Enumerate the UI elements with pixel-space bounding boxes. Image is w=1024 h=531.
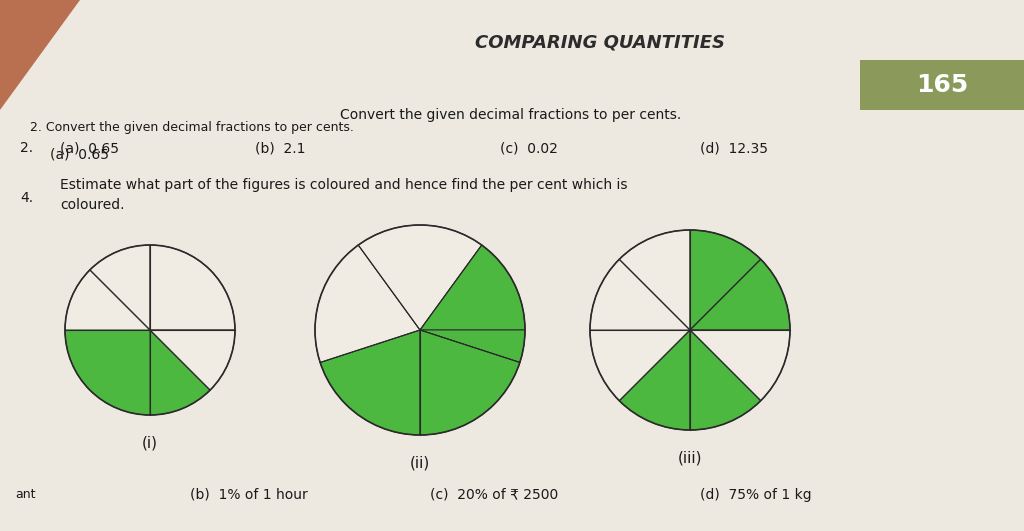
Text: (b)  1% of 1 hour: (b) 1% of 1 hour bbox=[190, 488, 308, 502]
Wedge shape bbox=[321, 330, 420, 435]
Text: (i): (i) bbox=[142, 435, 158, 450]
Text: (ii): (ii) bbox=[410, 456, 430, 470]
Wedge shape bbox=[150, 330, 234, 390]
Wedge shape bbox=[690, 230, 761, 330]
Text: (c)  20% of ₹ 2500: (c) 20% of ₹ 2500 bbox=[430, 488, 558, 502]
Text: 2. Convert the given decimal fractions to per cents.: 2. Convert the given decimal fractions t… bbox=[30, 122, 354, 134]
Text: COMPARING QUANTITIES: COMPARING QUANTITIES bbox=[475, 33, 725, 51]
Text: (b)  2.1: (b) 2.1 bbox=[255, 141, 305, 155]
Polygon shape bbox=[0, 0, 80, 110]
Wedge shape bbox=[65, 270, 150, 330]
Text: (d)  75% of 1 kg: (d) 75% of 1 kg bbox=[700, 488, 812, 502]
Text: coloured.: coloured. bbox=[60, 198, 125, 212]
Text: (a)  0.65: (a) 0.65 bbox=[50, 148, 109, 162]
Wedge shape bbox=[65, 330, 150, 415]
Text: (c)  0.02: (c) 0.02 bbox=[500, 141, 558, 155]
Wedge shape bbox=[690, 330, 790, 401]
Text: Convert the given decimal fractions to per cents.: Convert the given decimal fractions to p… bbox=[340, 108, 681, 122]
Text: (a)  0.65: (a) 0.65 bbox=[60, 141, 119, 155]
Wedge shape bbox=[150, 245, 234, 330]
FancyBboxPatch shape bbox=[860, 60, 1024, 110]
Wedge shape bbox=[620, 330, 690, 430]
Wedge shape bbox=[150, 330, 210, 415]
Wedge shape bbox=[420, 245, 525, 330]
Text: Estimate what part of the figures is coloured and hence find the per cent which : Estimate what part of the figures is col… bbox=[60, 178, 628, 192]
Wedge shape bbox=[315, 245, 420, 363]
Text: 4.: 4. bbox=[20, 191, 33, 205]
Wedge shape bbox=[420, 330, 520, 435]
Wedge shape bbox=[420, 330, 525, 363]
Wedge shape bbox=[90, 245, 150, 330]
Wedge shape bbox=[590, 330, 690, 401]
Text: 165: 165 bbox=[915, 73, 968, 97]
Text: (d)  12.35: (d) 12.35 bbox=[700, 141, 768, 155]
Text: 2.: 2. bbox=[20, 141, 33, 155]
Wedge shape bbox=[590, 259, 690, 330]
Text: ant: ant bbox=[15, 489, 36, 501]
Wedge shape bbox=[620, 230, 690, 330]
Wedge shape bbox=[690, 259, 790, 330]
Wedge shape bbox=[690, 330, 761, 430]
Text: (iii): (iii) bbox=[678, 450, 702, 466]
Wedge shape bbox=[358, 225, 481, 330]
